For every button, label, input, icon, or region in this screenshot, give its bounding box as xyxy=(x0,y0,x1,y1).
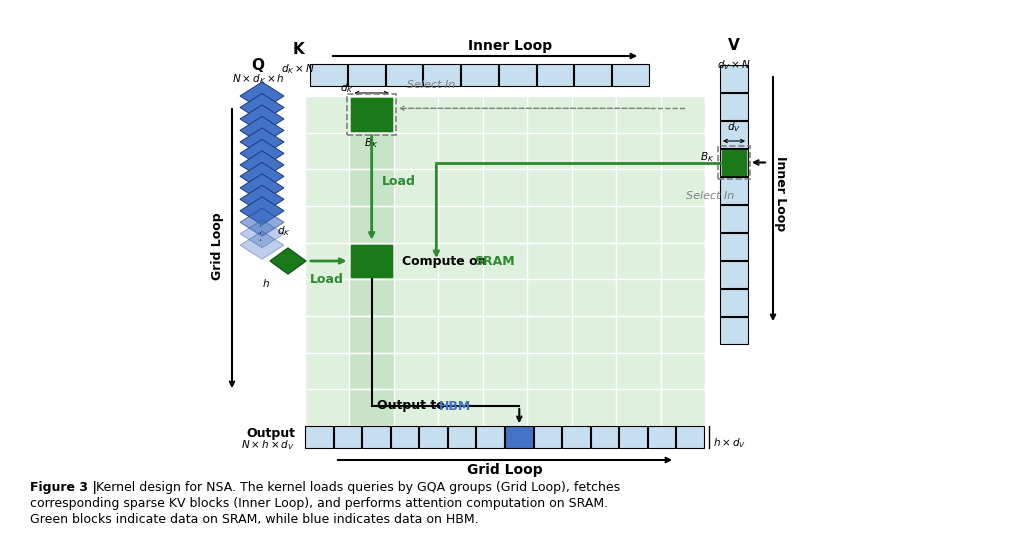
Bar xyxy=(348,64,385,86)
Bar xyxy=(574,64,611,86)
Bar xyxy=(310,64,347,86)
Bar xyxy=(386,64,422,86)
Polygon shape xyxy=(240,105,284,133)
Polygon shape xyxy=(240,220,284,248)
Bar xyxy=(720,289,748,316)
Bar xyxy=(347,94,396,135)
Text: Q: Q xyxy=(252,58,264,73)
Text: $h \times d_V$: $h \times d_V$ xyxy=(713,436,746,450)
Bar xyxy=(620,426,647,448)
Bar xyxy=(461,64,498,86)
Text: Compute on: Compute on xyxy=(401,255,490,267)
Bar xyxy=(447,426,475,448)
Polygon shape xyxy=(240,116,284,145)
Text: K: K xyxy=(292,42,304,57)
Text: $d_K$: $d_K$ xyxy=(278,224,291,238)
Text: Kernel design for NSA. The kernel loads queries by GQA groups (Grid Loop), fetch: Kernel design for NSA. The kernel loads … xyxy=(96,481,621,494)
Text: $N \times h \times d_V$: $N \times h \times d_V$ xyxy=(242,438,295,452)
Text: · · ·: · · · xyxy=(257,223,267,241)
Bar xyxy=(476,426,504,448)
Text: Green blocks indicate data on SRAM, while blue indicates data on HBM.: Green blocks indicate data on SRAM, whil… xyxy=(30,513,478,526)
Bar xyxy=(351,245,392,277)
Bar xyxy=(648,426,676,448)
Bar xyxy=(305,426,333,448)
Bar xyxy=(505,426,532,448)
Text: $N \times d_K \times h$: $N \times d_K \times h$ xyxy=(231,72,285,86)
Text: Select In: Select In xyxy=(686,191,734,201)
Bar xyxy=(351,98,392,131)
Polygon shape xyxy=(240,151,284,179)
Text: $d_V \times N$: $d_V \times N$ xyxy=(717,58,751,72)
Bar xyxy=(562,426,590,448)
Bar xyxy=(677,426,705,448)
Text: $d_K$: $d_K$ xyxy=(340,81,353,95)
Bar xyxy=(720,121,748,148)
Bar xyxy=(612,64,649,86)
Text: corresponding sparse KV blocks (Inner Loop), and performs attention computation : corresponding sparse KV blocks (Inner Lo… xyxy=(30,497,608,510)
Text: HBM: HBM xyxy=(438,400,471,413)
Bar xyxy=(537,64,573,86)
Text: Load: Load xyxy=(382,175,416,188)
Polygon shape xyxy=(240,208,284,236)
Bar xyxy=(334,426,361,448)
Polygon shape xyxy=(240,128,284,156)
Bar xyxy=(720,149,748,176)
Text: SRAM: SRAM xyxy=(474,255,514,267)
Text: $d_V$: $d_V$ xyxy=(727,120,741,134)
Polygon shape xyxy=(240,231,284,259)
Bar xyxy=(391,426,418,448)
Bar xyxy=(423,64,460,86)
Bar xyxy=(720,177,748,204)
Text: $d_K \times N$: $d_K \times N$ xyxy=(281,62,315,76)
Text: Load: Load xyxy=(310,273,344,286)
Polygon shape xyxy=(240,197,284,225)
Bar xyxy=(720,65,748,92)
Text: Grid Loop: Grid Loop xyxy=(467,463,543,477)
Text: Grid Loop: Grid Loop xyxy=(212,212,224,280)
Polygon shape xyxy=(240,140,284,167)
Bar xyxy=(499,64,536,86)
Text: Output: Output xyxy=(246,426,295,439)
Text: $B_K$: $B_K$ xyxy=(365,137,379,151)
Polygon shape xyxy=(240,162,284,190)
Text: $B_K$: $B_K$ xyxy=(699,151,714,165)
Text: Output to: Output to xyxy=(377,400,449,413)
Text: Select In: Select In xyxy=(407,80,455,90)
Polygon shape xyxy=(240,93,284,121)
Polygon shape xyxy=(270,248,306,274)
Bar xyxy=(720,261,748,288)
Bar xyxy=(362,426,390,448)
Bar xyxy=(349,96,394,426)
Bar xyxy=(720,317,748,344)
Text: Inner Loop: Inner Loop xyxy=(773,156,786,231)
Polygon shape xyxy=(240,82,284,110)
Bar xyxy=(718,146,750,179)
Text: Figure 3 |: Figure 3 | xyxy=(30,481,101,494)
Text: V: V xyxy=(728,38,740,53)
Text: Inner Loop: Inner Loop xyxy=(468,39,552,53)
Bar xyxy=(722,150,746,175)
Polygon shape xyxy=(240,174,284,202)
Polygon shape xyxy=(240,185,284,214)
Bar xyxy=(305,96,705,426)
Bar xyxy=(534,426,561,448)
Bar xyxy=(591,426,618,448)
Bar xyxy=(419,426,446,448)
Text: $h$: $h$ xyxy=(262,277,270,289)
Bar xyxy=(720,93,748,120)
Bar xyxy=(720,233,748,260)
Bar xyxy=(720,205,748,232)
